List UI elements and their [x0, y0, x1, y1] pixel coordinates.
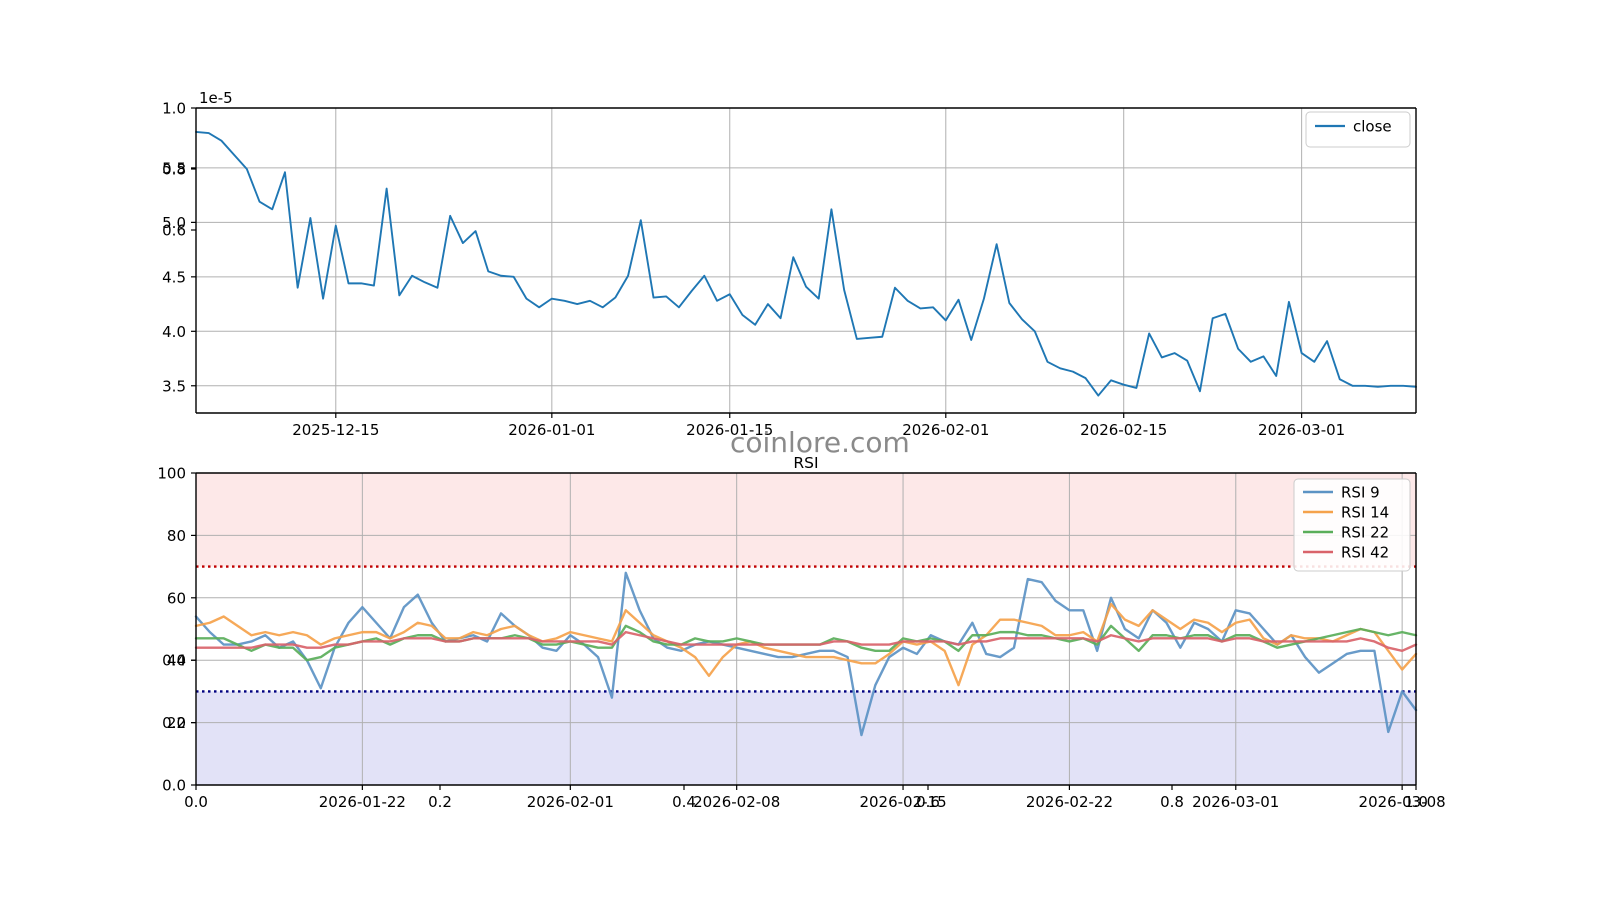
rsi-x-norm-tick-label: 0.2	[428, 793, 452, 811]
rsi-y-tick-label: 60	[167, 589, 186, 607]
rsi-y-tick-labels: 100 80 60 40 20 0.4 0.2 0.0	[157, 465, 196, 795]
rsi-x-tick-label: 2026-03-08	[1359, 793, 1446, 811]
rsi-title: RSI	[793, 454, 818, 472]
rsi-y-norm-tick-label: 0.4	[162, 652, 186, 670]
rsi-x-norm-tick-label: 0.8	[1160, 793, 1184, 811]
price-y-tick-label: 4.0	[162, 323, 186, 341]
price-legend[interactable]: close	[1305, 111, 1411, 148]
rsi-y-norm-tick-label: 0.2	[162, 714, 186, 732]
rsi-band	[196, 473, 1416, 567]
rsi-band	[196, 691, 1416, 785]
price-offset-label: 1e-5	[199, 89, 233, 107]
rsi-y-norm-tick-label: 0.0	[162, 777, 186, 795]
rsi-legend[interactable]: RSI 9 RSI 14 RSI 22 RSI 42	[1293, 478, 1411, 572]
price-y-tick-label: 5.0	[162, 214, 186, 232]
price-gridlines	[196, 108, 1416, 413]
rsi-x-tick-label: 2026-02-15	[859, 793, 946, 811]
price-y-norm-tick-label: 0.6	[162, 222, 186, 240]
price-y-norm-tick-label: 0.8	[162, 161, 186, 179]
rsi-panel: 100 80 60 40 20 0.4 0.2 0.0 2026-01-22 2026-02-0…	[157, 454, 1445, 811]
price-x-tick-label: 2025-12-15	[292, 421, 379, 439]
price-panel: 5.5 5.0 4.5 4.0 3.5 1.0 0.8 0.6 2025-12-15 2026-…	[162, 89, 1417, 439]
rsi-threshold-bands	[196, 473, 1416, 785]
rsi-series-group	[194, 571, 1418, 737]
rsi-y-tick-label: 20	[167, 714, 186, 732]
rsi-legend-label: RSI 42	[1341, 544, 1389, 562]
price-y-tick-label: 5.5	[162, 159, 186, 177]
price-y-tick-label: 3.5	[162, 377, 186, 395]
price-legend-label: close	[1353, 118, 1392, 136]
rsi-gridlines	[196, 473, 1416, 785]
rsi-y-tick-label: 100	[157, 465, 186, 483]
rsi-legend-label: RSI 14	[1341, 504, 1389, 522]
price-y-norm-tick-label: 1.0	[162, 100, 186, 118]
rsi-series-rsi-42	[194, 630, 1418, 653]
rsi-x-tick-label: 2026-02-08	[693, 793, 780, 811]
rsi-x-tick-label: 2026-03-01	[1192, 793, 1279, 811]
rsi-legend-box	[1293, 478, 1411, 572]
price-x-tick-label: 2026-03-01	[1258, 421, 1345, 439]
rsi-legend-label: RSI 22	[1341, 524, 1389, 542]
rsi-x-tick-label: 2026-02-01	[527, 793, 614, 811]
watermark: coinlore.com	[730, 426, 910, 459]
rsi-x-tick-labels: 2026-01-22 2026-02-01 2026-02-08 2026-02-15…	[184, 785, 1446, 811]
rsi-y-tick-label: 80	[167, 527, 186, 545]
rsi-series-rsi-9	[194, 571, 1418, 737]
rsi-x-norm-tick-label: 1.0	[1404, 793, 1428, 811]
price-x-tick-label: 2026-01-15	[686, 421, 773, 439]
price-x-tick-label: 2026-01-01	[508, 421, 595, 439]
rsi-legend-label: RSI 9	[1341, 484, 1380, 502]
price-series-close	[195, 131, 1417, 397]
rsi-x-tick-label: 2026-02-22	[1026, 793, 1113, 811]
price-plot-background	[196, 108, 1416, 413]
price-x-tick-labels: 2025-12-15 2026-01-01 2026-01-15 2026-02-01…	[292, 413, 1345, 439]
rsi-series-rsi-14	[194, 602, 1418, 687]
rsi-x-norm-tick-label: 0.0	[184, 793, 208, 811]
price-x-tick-label: 2026-02-01	[902, 421, 989, 439]
rsi-x-norm-tick-label: 0.4	[672, 793, 696, 811]
price-y-tick-label: 4.5	[162, 268, 186, 286]
price-y-tick-labels: 5.5 5.0 4.5 4.0 3.5 1.0 0.8 0.6	[162, 100, 196, 395]
rsi-x-norm-tick-label: 0.6	[916, 793, 940, 811]
price-series-group	[195, 131, 1417, 397]
rsi-y-tick-label: 40	[167, 652, 186, 670]
rsi-x-tick-label: 2026-01-22	[319, 793, 406, 811]
price-x-tick-label: 2026-02-15	[1080, 421, 1167, 439]
price-legend-box	[1305, 111, 1411, 148]
